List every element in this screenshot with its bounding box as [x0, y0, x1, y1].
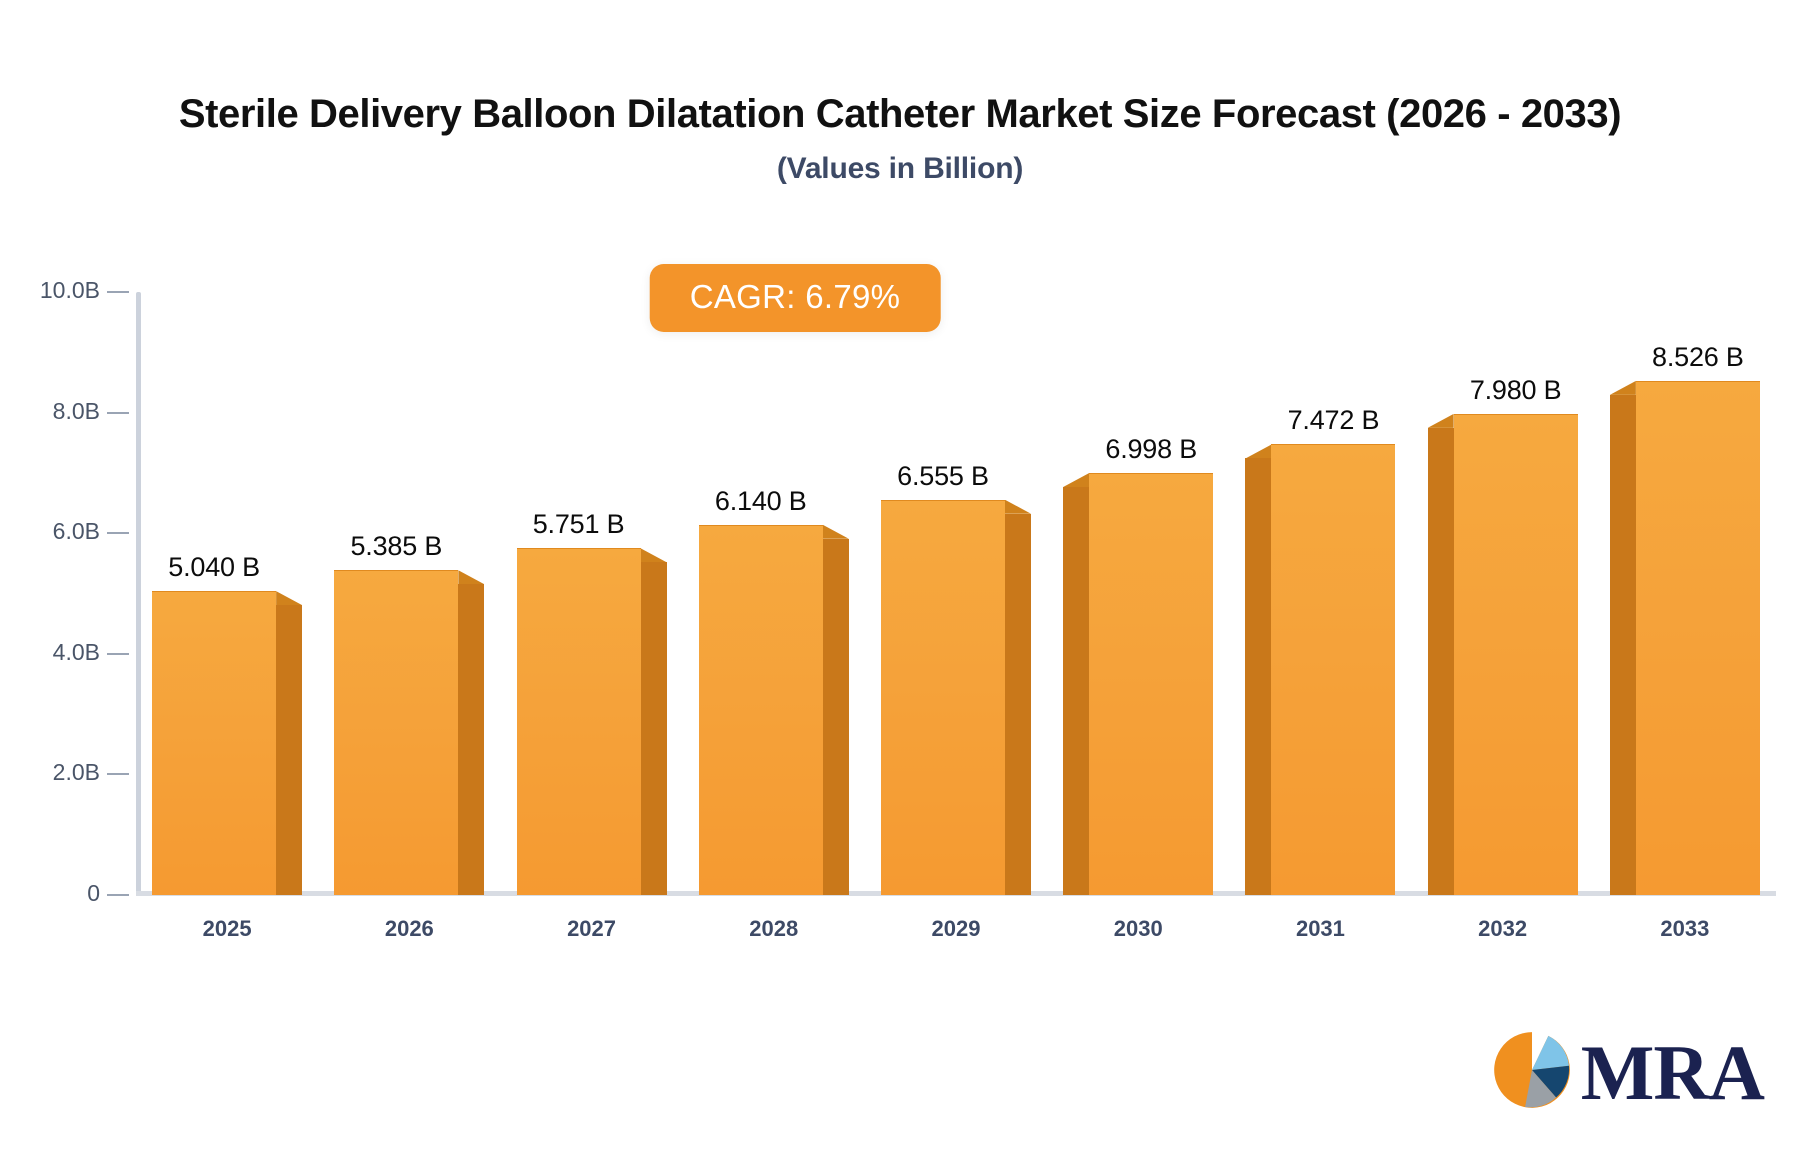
bar-top-bevel	[1427, 413, 1454, 428]
bar-top-bevel	[1609, 380, 1636, 395]
bar-top-bevel	[822, 524, 849, 539]
bar-value-label: 5.040 B	[168, 552, 260, 583]
x-axis-tick-label: 2027	[567, 916, 617, 941]
bar-group[interactable]: 6.555 B 2029	[881, 461, 1031, 941]
y-axis-tick-mark	[107, 652, 129, 655]
bar-front-face	[1453, 413, 1578, 895]
chart-subtitle: (Values in Billion)	[776, 152, 1024, 185]
bar-value-label: 7.472 B	[1287, 405, 1380, 436]
bar-side-face	[1063, 487, 1090, 895]
bar-group[interactable]: 6.140 B 2028	[698, 486, 849, 941]
y-axis-tick-mark	[107, 894, 129, 896]
bar-side-face	[1609, 394, 1636, 895]
y-axis-tick-mark	[107, 411, 129, 414]
page-title: Sterile Delivery Balloon Dilatation Cath…	[178, 92, 1622, 136]
bar-value-label: 6.140 B	[714, 485, 807, 516]
title-block: Sterile Delivery Balloon Dilatation Cath…	[0, 92, 1800, 186]
bar-group[interactable]: 5.751 B 2027	[516, 509, 667, 941]
y-axis-tick-mark	[107, 532, 129, 535]
logo-text: MRA	[1580, 1028, 1765, 1116]
y-axis-tick-label: 6.0B	[52, 518, 100, 545]
bar-front-face	[1635, 380, 1760, 895]
bar-side-face	[1005, 513, 1031, 895]
y-axis-tick-mark	[107, 291, 129, 293]
y-axis-tick-label: 0	[87, 880, 100, 906]
bar-side-face	[276, 605, 303, 895]
cagr-badge: CAGR: 6.79%	[649, 264, 941, 332]
bar-front-face	[1271, 444, 1396, 895]
pie-chart-icon	[1489, 1027, 1575, 1118]
x-axis-tick-label: 2025	[202, 916, 252, 941]
bar-value-label: 5.385 B	[350, 531, 443, 562]
y-axis-tick-label: 2.0B	[52, 759, 100, 786]
x-axis-tick-label: 2030	[1113, 916, 1163, 941]
x-axis-tick-label: 2029	[931, 916, 981, 941]
bar-group[interactable]: 5.040 B 2025	[152, 552, 303, 941]
bar-value-label: 7.980 B	[1469, 374, 1562, 405]
bar-top-bevel	[1005, 499, 1031, 514]
bar-front-face	[698, 524, 823, 895]
bar-value-label: 6.998 B	[1105, 434, 1198, 465]
bar-value-label: 5.751 B	[532, 509, 625, 540]
bar-front-face	[516, 548, 641, 895]
bar-group[interactable]: 8.526 B 2033	[1609, 342, 1760, 941]
x-axis-tick-label: 2032	[1478, 916, 1528, 941]
bar-front-face	[334, 570, 459, 895]
mra-logo: MRA	[1489, 1027, 1765, 1118]
bar-front-face	[1089, 473, 1214, 895]
bar-top-bevel	[1063, 473, 1090, 488]
y-axis-line	[136, 292, 141, 895]
bar-front-face	[152, 591, 277, 895]
bar-value-label: 6.555 B	[897, 460, 989, 491]
y-axis-tick-label: 8.0B	[52, 397, 100, 424]
bar-side-face	[1427, 427, 1454, 895]
bar-top-bevel	[640, 548, 667, 563]
bar-group[interactable]: 7.980 B 2032	[1427, 375, 1578, 941]
bar-front-face	[881, 499, 1005, 895]
x-axis-tick-label: 2033	[1660, 916, 1710, 941]
x-axis-tick-label: 2026	[384, 916, 434, 941]
bar-side-face	[640, 562, 667, 895]
bar-group[interactable]: 6.998 B 2030	[1063, 434, 1214, 941]
y-axis-tick-label: 4.0B	[52, 638, 100, 665]
bar-side-face	[822, 538, 849, 895]
bar-top-bevel	[276, 591, 303, 606]
bar-side-face	[458, 584, 485, 895]
bar-group[interactable]: 7.472 B 2031	[1245, 405, 1396, 941]
bar-value-label: 8.526 B	[1652, 341, 1744, 372]
y-axis-tick-label: 10.0B	[39, 277, 100, 303]
x-axis-tick-label: 2031	[1295, 916, 1345, 941]
x-axis-tick-label: 2028	[749, 916, 799, 941]
bar-top-bevel	[458, 570, 485, 585]
bar-group[interactable]: 5.385 B 2026	[334, 531, 485, 941]
y-axis-tick-mark	[107, 773, 129, 776]
bar-top-bevel	[1245, 444, 1272, 459]
bars-layer: 5.040 B 2025 5.385 B 2026 5.751 B 2027 6.140 B…	[136, 0, 1776, 1156]
bar-side-face	[1245, 458, 1272, 895]
